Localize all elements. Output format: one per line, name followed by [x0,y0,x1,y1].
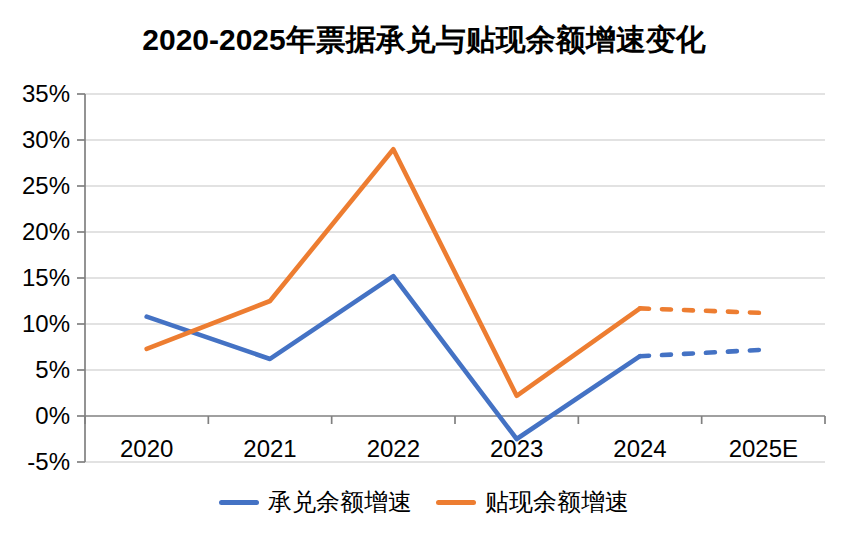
y-axis-label: -5% [27,448,70,475]
legend-line-sample-acceptance [219,500,259,505]
y-axis-label: 20% [22,218,70,245]
chart-legend: 承兑余额增速 贴现余额增速 [0,486,848,518]
x-axis-label: 2021 [243,435,296,462]
x-axis-label: 2020 [120,435,173,462]
series-forecast-dashed-0 [640,350,763,356]
y-axis-label: 10% [22,310,70,337]
legend-label-acceptance: 承兑余额增速 [268,486,412,518]
y-axis-label: 5% [35,356,70,383]
line-chart-plot: 35% 30% 25% 20% 15% 10% 5% 0% -5% 2020 2021 2022 202… [0,0,848,545]
x-axis-label: 2024 [613,435,666,462]
series-line-0 [147,276,640,439]
y-axis-label: 35% [22,80,70,107]
series-forecast-dashed-1 [640,308,763,313]
x-axis-label: 2022 [367,435,420,462]
legend-item-acceptance: 承兑余额增速 [219,486,412,518]
y-axis-label: 0% [35,402,70,429]
x-axis-label: 2023 [490,435,543,462]
y-axis-label: 15% [22,264,70,291]
x-axis-label: 2025E [729,435,798,462]
legend-item-discount: 贴现余额增速 [436,486,629,518]
y-axis-label: 30% [22,126,70,153]
legend-line-sample-discount [436,500,476,505]
legend-label-discount: 贴现余额增速 [485,486,629,518]
y-axis-label: 25% [22,172,70,199]
